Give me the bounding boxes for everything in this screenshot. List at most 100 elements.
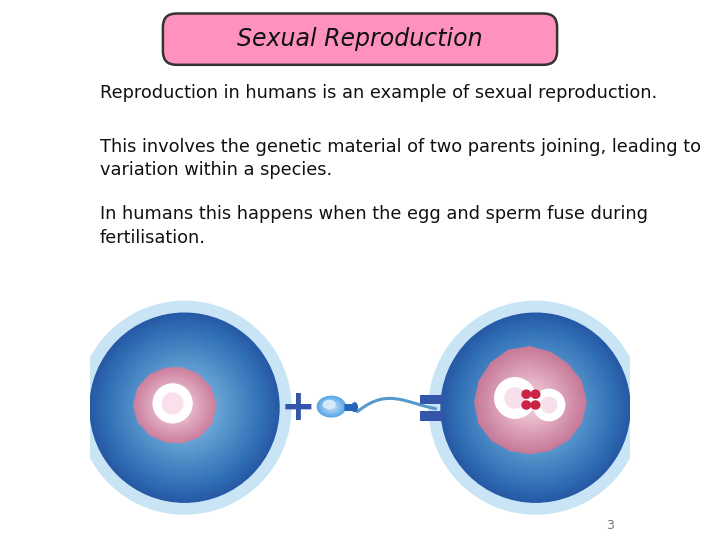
Ellipse shape [112,336,256,480]
Polygon shape [521,393,539,411]
Ellipse shape [170,401,175,406]
Ellipse shape [462,334,608,481]
Ellipse shape [322,400,341,414]
Ellipse shape [150,374,219,442]
Polygon shape [506,378,554,424]
Ellipse shape [123,346,246,469]
Ellipse shape [548,404,550,406]
Polygon shape [171,402,176,408]
Ellipse shape [453,325,618,490]
Ellipse shape [160,390,186,416]
Polygon shape [474,347,586,454]
Polygon shape [523,395,538,409]
Ellipse shape [158,381,212,435]
Ellipse shape [110,333,259,482]
Ellipse shape [143,366,226,449]
Polygon shape [525,397,536,407]
Ellipse shape [140,363,230,453]
Polygon shape [162,394,186,416]
Ellipse shape [151,375,217,441]
Ellipse shape [512,384,559,431]
Ellipse shape [468,340,603,475]
Ellipse shape [475,347,595,468]
Ellipse shape [328,404,335,409]
Polygon shape [482,354,579,447]
Polygon shape [142,375,207,435]
Ellipse shape [326,403,336,410]
Text: +: + [281,387,315,429]
Ellipse shape [534,389,564,421]
Polygon shape [480,352,580,448]
Ellipse shape [323,401,340,413]
Ellipse shape [513,396,517,400]
Ellipse shape [490,363,580,453]
Ellipse shape [485,357,586,458]
Ellipse shape [520,393,551,423]
Ellipse shape [120,343,249,472]
Polygon shape [153,385,196,425]
Ellipse shape [96,319,273,496]
Ellipse shape [451,324,619,491]
Ellipse shape [503,386,527,410]
Ellipse shape [176,400,193,416]
Ellipse shape [138,362,230,454]
Ellipse shape [175,399,194,417]
Ellipse shape [164,388,204,428]
Polygon shape [500,373,560,430]
Ellipse shape [542,399,556,411]
Ellipse shape [477,350,593,465]
Polygon shape [504,376,557,426]
Ellipse shape [330,406,333,408]
Ellipse shape [131,355,238,461]
Ellipse shape [95,318,274,497]
Ellipse shape [114,338,254,477]
Ellipse shape [158,382,210,434]
Ellipse shape [154,377,215,438]
Ellipse shape [91,314,278,501]
Ellipse shape [484,356,588,460]
Ellipse shape [446,318,625,497]
Ellipse shape [99,322,269,492]
Text: Sexual Reproduction: Sexual Reproduction [237,27,483,51]
Ellipse shape [90,313,279,502]
Ellipse shape [508,391,522,405]
Ellipse shape [498,381,532,415]
Ellipse shape [153,376,217,440]
Ellipse shape [507,379,564,436]
Ellipse shape [144,368,225,448]
Text: In humans this happens when the egg and sperm fuse during
fertilisation.: In humans this happens when the egg and … [99,205,648,247]
Ellipse shape [455,327,616,488]
Ellipse shape [171,394,199,422]
Ellipse shape [503,376,567,440]
Ellipse shape [541,397,557,413]
Ellipse shape [516,388,556,428]
Polygon shape [150,383,199,428]
Ellipse shape [525,397,546,418]
Polygon shape [168,400,179,410]
Polygon shape [512,384,549,420]
Ellipse shape [497,369,575,447]
Ellipse shape [546,402,552,408]
Polygon shape [155,388,194,423]
Ellipse shape [324,402,338,411]
Ellipse shape [459,331,612,484]
Ellipse shape [501,384,528,411]
Polygon shape [526,399,534,406]
Ellipse shape [169,393,200,423]
Ellipse shape [441,313,630,502]
Ellipse shape [320,398,343,415]
Ellipse shape [105,328,264,487]
Ellipse shape [477,349,595,467]
Ellipse shape [173,396,197,420]
Ellipse shape [129,352,240,463]
Ellipse shape [513,385,558,430]
Ellipse shape [98,321,271,494]
Ellipse shape [505,377,566,438]
Ellipse shape [318,396,346,417]
Ellipse shape [163,387,206,429]
Ellipse shape [510,383,560,433]
Ellipse shape [134,357,235,458]
Ellipse shape [533,406,538,410]
Polygon shape [499,371,562,431]
Polygon shape [513,386,547,417]
